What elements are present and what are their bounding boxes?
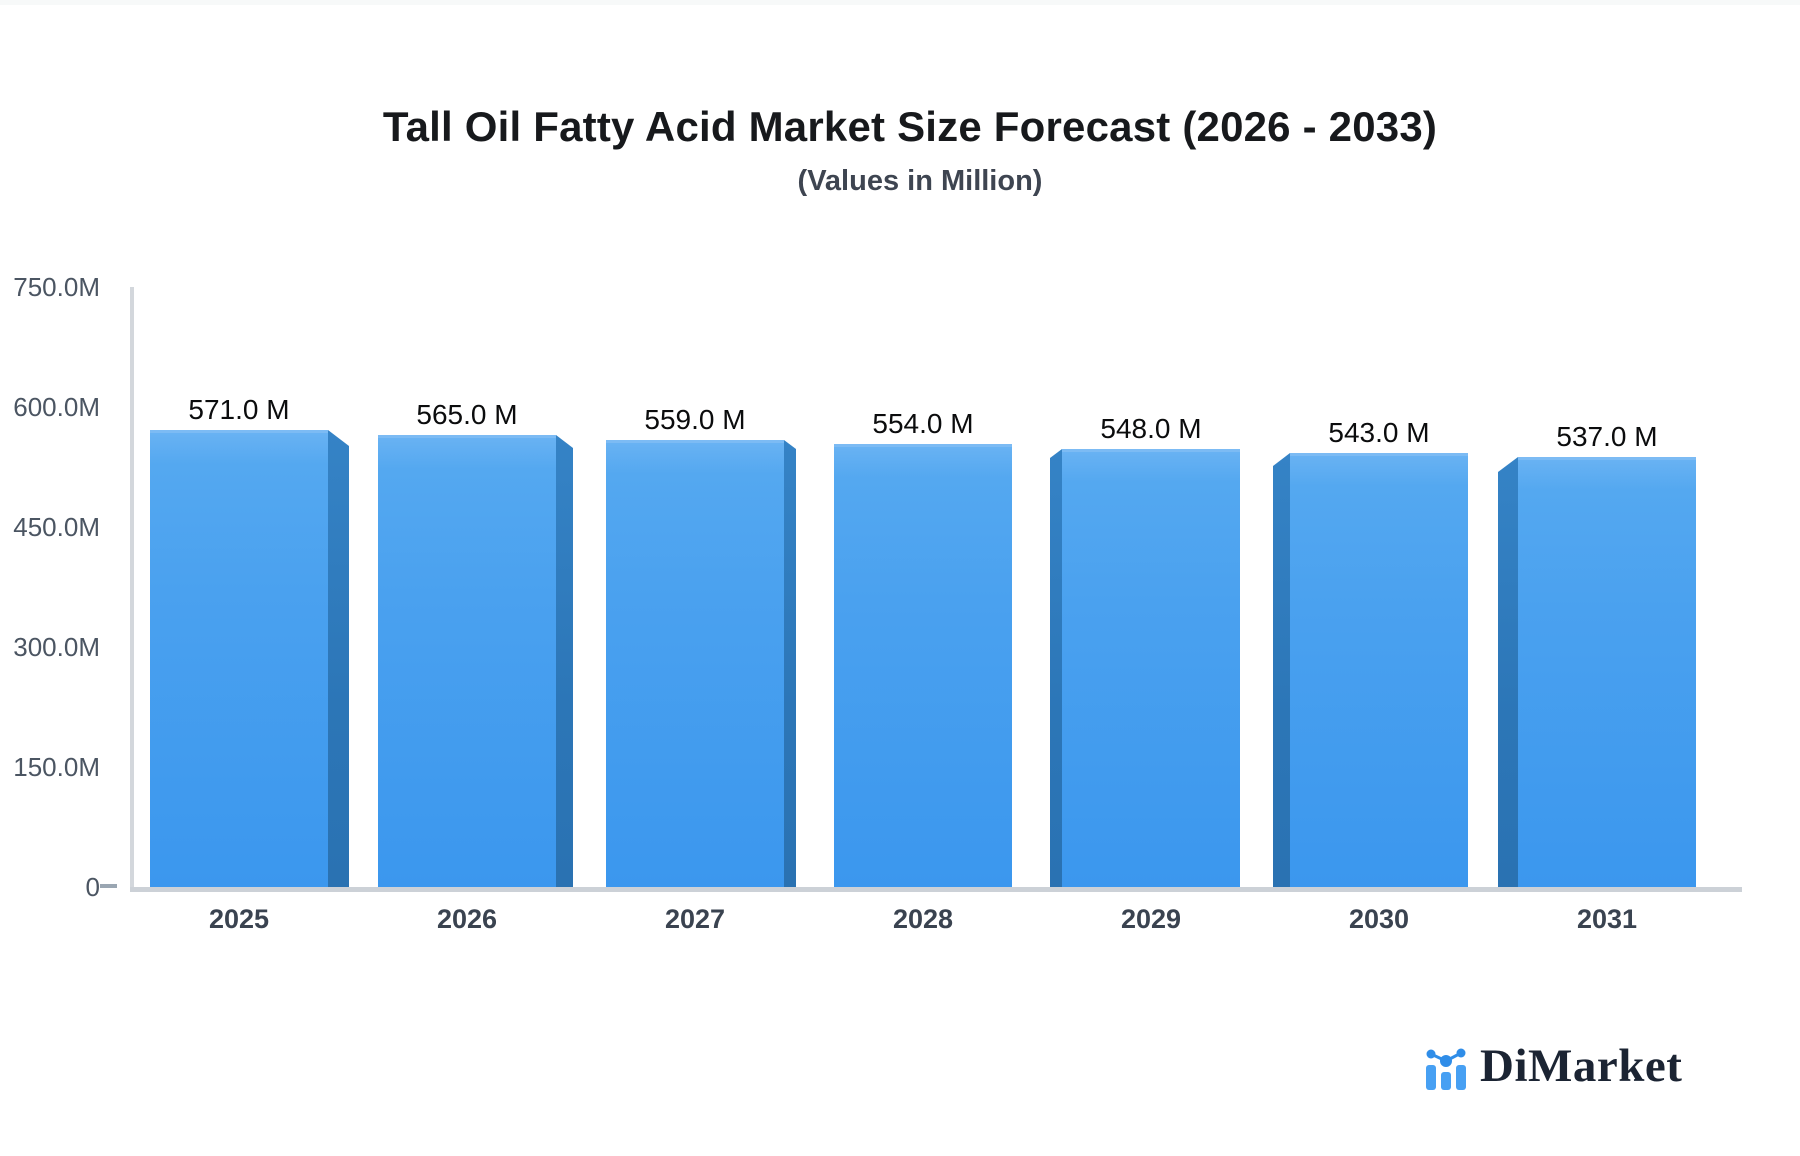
x-tick-label: 2025 (208, 904, 270, 934)
bar-value-label: 548.0 M (1100, 413, 1202, 444)
x-tick-label: 2030 (1348, 904, 1410, 934)
y-tick-label: 300.0M (13, 632, 100, 662)
bar-side-face (1498, 457, 1518, 887)
bar-value-label: 565.0 M (416, 399, 518, 430)
zero-tick-mark (100, 884, 117, 888)
x-tick-label: 2029 (1120, 904, 1182, 934)
bar-side-face (784, 440, 796, 887)
y-tick-label: 600.0M (13, 392, 100, 422)
dimarket-logo: DiMarket (1421, 1040, 1682, 1092)
bar-front-face (1290, 453, 1468, 887)
bar-side-face (328, 430, 349, 887)
bar-front-face (834, 444, 1012, 887)
y-tick-label: 150.0M (13, 752, 100, 782)
bar-value-label: 559.0 M (644, 404, 746, 435)
y-tick-label: 0 (85, 872, 100, 902)
bar-side-face (556, 435, 573, 887)
bar-value-label: 554.0 M (872, 408, 974, 439)
x-tick-label: 2027 (664, 904, 726, 934)
bar-front-face (1518, 457, 1696, 887)
bar-front-face (150, 430, 328, 887)
bar-side-face (1273, 453, 1290, 887)
chart-subtitle: (Values in Million) (797, 165, 1043, 197)
mini-bar-line-chart-icon (1426, 1048, 1466, 1090)
dimarket-logo-text: DiMarket (1480, 1040, 1683, 1092)
y-tick-label: 750.0M (13, 272, 100, 302)
x-tick-label: 2026 (436, 904, 498, 934)
bar-front-face (1062, 449, 1240, 887)
bar-front-face (378, 435, 556, 887)
bar-value-label: 571.0 M (188, 394, 290, 425)
x-tick-label: 2028 (892, 904, 954, 934)
top-divider (0, 0, 1800, 5)
x-tick-label: 2031 (1576, 904, 1638, 934)
y-tick-label: 450.0M (13, 512, 100, 542)
x-axis-line (130, 887, 1742, 892)
y-axis-line (130, 287, 134, 891)
bar-value-label: 543.0 M (1328, 417, 1430, 448)
bar-front-face (606, 440, 784, 887)
chart-title: Tall Oil Fatty Acid Market Size Forecast… (382, 103, 1438, 150)
bar-value-label: 537.0 M (1556, 421, 1658, 452)
bar-side-face (1050, 449, 1062, 887)
